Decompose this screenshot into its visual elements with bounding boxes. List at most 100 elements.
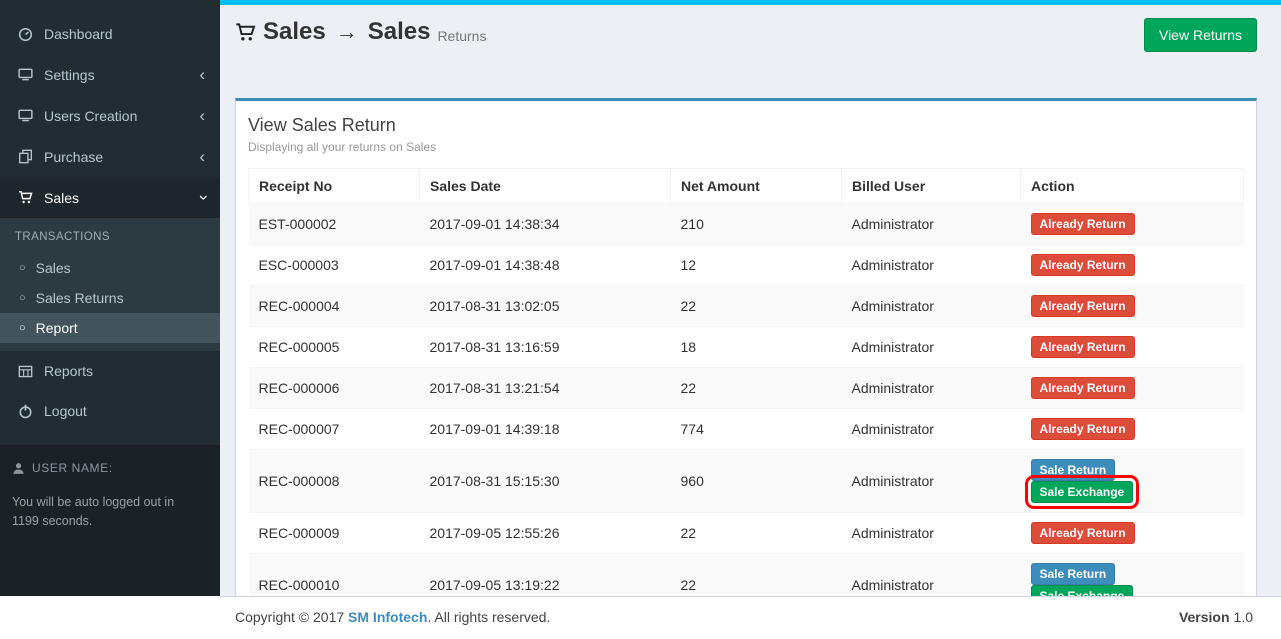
table-row: REC-000006 2017-08-31 13:21:54 22 Administr… — [248, 367, 1244, 409]
cell-net-amount: 960 — [670, 449, 842, 513]
footer: Copyright © 2017 SM Infotech. All rights… — [220, 596, 1281, 639]
sidebar-subitem-label: Sales — [35, 260, 71, 276]
table-row: REC-000009 2017-09-05 12:55:26 22 Administr… — [248, 512, 1244, 554]
sidebar: Dashboard Settings ‹ Users Creation ‹ Pu… — [0, 0, 220, 596]
sidebar-item-label: Dashboard — [44, 26, 113, 42]
already-return-button[interactable]: Already Return — [1030, 254, 1135, 276]
sidebar-item-logout[interactable]: Logout — [0, 391, 220, 431]
cell-sales-date: 2017-09-01 14:39:18 — [419, 408, 671, 450]
cell-action: Already Return — [1020, 285, 1244, 327]
cell-action: Already Return — [1020, 203, 1244, 245]
cell-receipt-no: ESC-000003 — [248, 244, 420, 286]
already-return-button[interactable]: Already Return — [1030, 522, 1135, 544]
sale-return-button[interactable]: Sale Return — [1030, 563, 1116, 585]
col-action: Action — [1020, 168, 1244, 204]
cell-action: Sale ReturnSale Exchange — [1020, 449, 1244, 513]
already-return-button[interactable]: Already Return — [1030, 418, 1135, 440]
sidebar-item-dashboard[interactable]: Dashboard — [0, 14, 220, 54]
cell-sales-date: 2017-08-31 13:21:54 — [419, 367, 671, 409]
circle-icon: ○ — [19, 321, 26, 334]
submenu-section-header: TRANSACTIONS — [15, 231, 110, 243]
sidebar-subitem-sales[interactable]: ○ Sales — [0, 253, 220, 283]
sidebar-item-purchase[interactable]: Purchase ‹ — [0, 136, 220, 177]
sidebar-subitem-label: Sales Returns — [35, 290, 124, 306]
sidebar-item-label: Sales — [44, 189, 80, 206]
cell-sales-date: 2017-08-31 15:15:30 — [419, 449, 671, 513]
table-row: REC-000007 2017-09-01 14:39:18 774 Administ… — [248, 408, 1244, 450]
cell-billed-user: Administrator — [841, 408, 1021, 450]
sidebar-item-label: Settings — [44, 66, 95, 83]
cart-icon — [235, 22, 256, 43]
cell-billed-user: Administrator — [841, 203, 1021, 245]
page-title-sub: Returns — [437, 27, 487, 44]
main-content: Sales → Sales Returns View Returns View … — [220, 0, 1281, 632]
sidebar-subitem-label: Report — [35, 320, 78, 336]
cell-sales-date: 2017-09-05 12:55:26 — [419, 512, 671, 554]
view-returns-button[interactable]: View Returns — [1143, 18, 1257, 52]
sales-returns-table: Receipt No Sales Date Net Amount Billed … — [248, 168, 1244, 617]
cell-action: Already Return — [1020, 244, 1244, 286]
cell-receipt-no: REC-000004 — [248, 285, 420, 327]
sales-submenu: TRANSACTIONS ○ Sales ○ Sales Returns ○ R… — [0, 218, 220, 351]
cell-net-amount: 22 — [670, 367, 842, 409]
sidebar-item-reports[interactable]: Reports — [0, 351, 220, 391]
company-link[interactable]: SM Infotech — [348, 609, 428, 625]
sale-return-button[interactable]: Sale Return — [1030, 459, 1116, 481]
panel-title: View Sales Return — [248, 115, 396, 135]
sidebar-item-label: Logout — [44, 403, 87, 419]
sidebar-menu: Dashboard Settings ‹ Users Creation ‹ Pu… — [0, 0, 220, 431]
sidebar-subitem-sales-returns[interactable]: ○ Sales Returns — [0, 283, 220, 313]
chevron-down-icon: ‹ — [192, 194, 212, 201]
sidebar-subitem-report[interactable]: ○ Report — [0, 313, 220, 343]
page-title-section: Sales — [367, 18, 431, 45]
sidebar-item-sales[interactable]: Sales ‹ — [0, 177, 220, 218]
chevron-left-icon: ‹ — [199, 65, 205, 84]
circle-icon: ○ — [19, 291, 26, 304]
cell-net-amount: 22 — [670, 512, 842, 554]
power-icon — [15, 404, 35, 419]
cell-billed-user: Administrator — [841, 244, 1021, 286]
already-return-button[interactable]: Already Return — [1030, 213, 1135, 235]
table-icon — [15, 364, 35, 379]
already-return-button[interactable]: Already Return — [1030, 336, 1135, 358]
user-name-label: USER NAME: — [32, 461, 113, 475]
top-accent-bar — [220, 0, 1281, 5]
cell-billed-user: Administrator — [841, 326, 1021, 368]
cell-net-amount: 12 — [670, 244, 842, 286]
cell-sales-date: 2017-08-31 13:02:05 — [419, 285, 671, 327]
sidebar-item-settings[interactable]: Settings ‹ — [0, 54, 220, 95]
monitor-icon — [15, 108, 35, 123]
table-row: REC-000004 2017-08-31 13:02:05 22 Administr… — [248, 285, 1244, 327]
auto-logout-notice: You will be auto logged out in 1199 seco… — [12, 495, 175, 528]
copyright-prefix: Copyright © 2017 — [235, 609, 349, 625]
sidebar-item-users-creation[interactable]: Users Creation ‹ — [0, 95, 220, 136]
content-header: Sales → Sales Returns View Returns — [235, 5, 1257, 52]
sales-returns-table-body: EST-000002 2017-09-01 14:38:34 210 Administ… — [248, 203, 1244, 617]
col-sales-date: Sales Date — [419, 168, 671, 204]
col-billed-user: Billed User — [841, 168, 1021, 204]
already-return-button[interactable]: Already Return — [1030, 377, 1135, 399]
cell-net-amount: 210 — [670, 203, 842, 245]
cart-icon — [15, 190, 35, 205]
table-row: REC-000008 2017-08-31 15:15:30 960 Administ… — [248, 449, 1244, 513]
cell-billed-user: Administrator — [841, 367, 1021, 409]
table-header-row: Receipt No Sales Date Net Amount Billed … — [248, 168, 1244, 204]
sidebar-item-label: Reports — [44, 363, 94, 379]
cell-billed-user: Administrator — [841, 285, 1021, 327]
arrow-right-icon: → — [335, 19, 358, 44]
cell-receipt-no: REC-000007 — [248, 408, 420, 450]
cell-action: Already Return — [1020, 326, 1244, 368]
table-row: ESC-000003 2017-09-01 14:38:48 12 Administr… — [248, 244, 1244, 286]
cell-action: Already Return — [1020, 367, 1244, 409]
sales-return-panel: View Sales Return Displaying all your re… — [235, 98, 1257, 632]
copyright: Copyright © 2017 SM Infotech. All rights… — [235, 609, 550, 639]
sale-exchange-button[interactable]: Sale Exchange — [1024, 475, 1140, 509]
col-receipt-no: Receipt No — [248, 168, 420, 204]
cell-receipt-no: REC-000008 — [248, 449, 420, 513]
already-return-button[interactable]: Already Return — [1030, 295, 1135, 317]
sidebar-item-label: Users Creation — [44, 107, 138, 124]
version: Version 1.0 — [1179, 609, 1253, 639]
sidebar-item-label: Purchase — [44, 148, 104, 165]
copyright-suffix: . All rights reserved. — [427, 609, 551, 625]
cell-receipt-no: EST-000002 — [248, 203, 420, 245]
